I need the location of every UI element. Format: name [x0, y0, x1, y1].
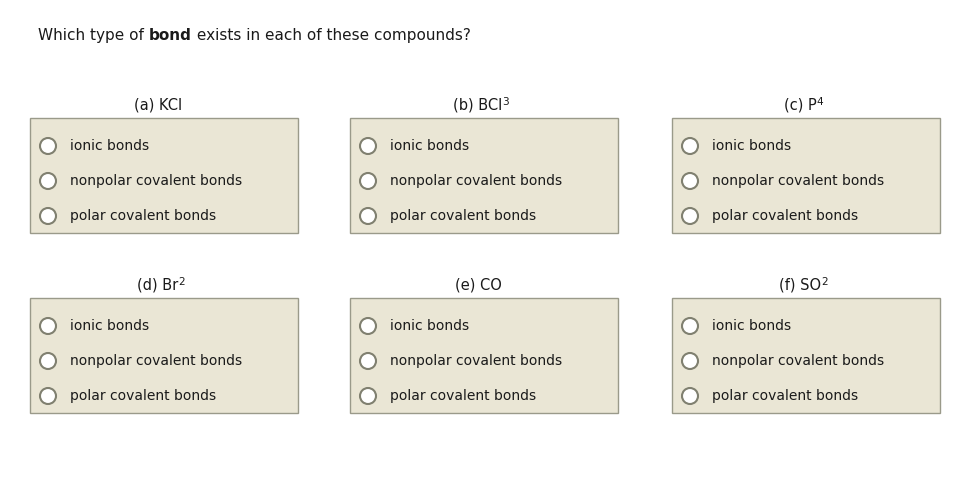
Text: nonpolar covalent bonds: nonpolar covalent bonds [390, 354, 563, 368]
Circle shape [682, 138, 698, 154]
Text: (c) P: (c) P [783, 97, 816, 112]
Circle shape [682, 318, 698, 334]
Circle shape [360, 208, 376, 224]
Text: polar covalent bonds: polar covalent bonds [70, 389, 216, 403]
Circle shape [682, 208, 698, 224]
FancyBboxPatch shape [30, 298, 298, 413]
Text: bond: bond [149, 28, 192, 43]
Text: (f) SO: (f) SO [779, 278, 821, 292]
Text: ionic bonds: ionic bonds [70, 319, 149, 333]
Text: polar covalent bonds: polar covalent bonds [390, 389, 536, 403]
FancyBboxPatch shape [350, 298, 618, 413]
FancyBboxPatch shape [672, 298, 940, 413]
Circle shape [360, 138, 376, 154]
Text: 4: 4 [816, 97, 823, 107]
Text: ionic bonds: ionic bonds [712, 139, 791, 153]
Text: (d) Br: (d) Br [137, 278, 179, 292]
Text: 2: 2 [821, 277, 828, 287]
Text: nonpolar covalent bonds: nonpolar covalent bonds [70, 354, 242, 368]
Circle shape [682, 388, 698, 404]
Circle shape [40, 208, 56, 224]
Text: nonpolar covalent bonds: nonpolar covalent bonds [712, 174, 884, 188]
Circle shape [40, 173, 56, 189]
Circle shape [40, 388, 56, 404]
Circle shape [682, 173, 698, 189]
Text: ionic bonds: ionic bonds [390, 319, 469, 333]
Circle shape [682, 353, 698, 369]
FancyBboxPatch shape [30, 118, 298, 233]
Text: polar covalent bonds: polar covalent bonds [70, 209, 216, 223]
Text: 3: 3 [503, 97, 510, 107]
Text: polar covalent bonds: polar covalent bonds [390, 209, 536, 223]
Text: 2: 2 [179, 277, 185, 287]
Text: ionic bonds: ionic bonds [390, 139, 469, 153]
Circle shape [360, 388, 376, 404]
Text: nonpolar covalent bonds: nonpolar covalent bonds [712, 354, 884, 368]
Text: exists in each of these compounds?: exists in each of these compounds? [192, 28, 470, 43]
Text: Which type of: Which type of [38, 28, 149, 43]
Text: nonpolar covalent bonds: nonpolar covalent bonds [70, 174, 242, 188]
Text: (b) BCl: (b) BCl [453, 97, 503, 112]
Circle shape [360, 173, 376, 189]
Text: (a) KCl: (a) KCl [134, 97, 182, 112]
Circle shape [40, 353, 56, 369]
FancyBboxPatch shape [350, 118, 618, 233]
Text: ionic bonds: ionic bonds [712, 319, 791, 333]
Circle shape [360, 318, 376, 334]
FancyBboxPatch shape [672, 118, 940, 233]
Text: polar covalent bonds: polar covalent bonds [712, 389, 858, 403]
Circle shape [40, 138, 56, 154]
Circle shape [360, 353, 376, 369]
Text: ionic bonds: ionic bonds [70, 139, 149, 153]
Circle shape [40, 318, 56, 334]
Text: (e) CO: (e) CO [455, 278, 501, 292]
Text: polar covalent bonds: polar covalent bonds [712, 209, 858, 223]
Text: nonpolar covalent bonds: nonpolar covalent bonds [390, 174, 563, 188]
